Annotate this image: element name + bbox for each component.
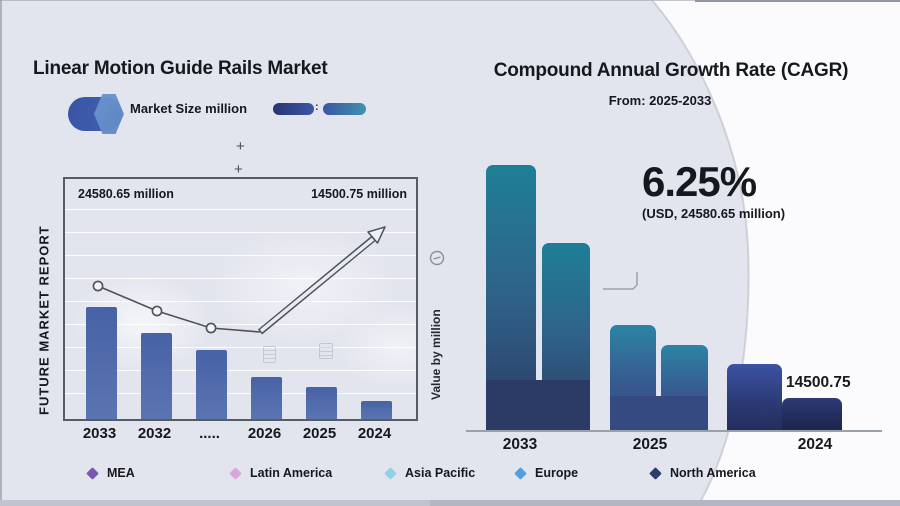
legend-label: Europe: [535, 466, 579, 480]
legend-diamond-icon: [649, 466, 662, 480]
start-value-annotation: 24580.65 million: [78, 187, 174, 201]
legend-diamond-icon: [86, 466, 99, 480]
bar: [361, 401, 392, 419]
end-value-annotation: 14500.75 million: [311, 187, 407, 201]
legend-diamond-icon: [384, 466, 397, 480]
bar: [727, 364, 782, 430]
left-chart-title: Linear Motion Guide Rails Market: [33, 58, 328, 79]
gradient-pill-left: [273, 103, 314, 115]
legend-label: North America: [670, 466, 756, 480]
bar: [251, 377, 282, 419]
bar-pair-merge: [610, 396, 708, 430]
legend-item: Asia Pacific: [384, 466, 476, 480]
gradient-pill-right: [323, 103, 366, 115]
right-x-axis-line: [466, 430, 882, 432]
bar-pair-merge: [486, 380, 590, 430]
gridlines: [65, 209, 416, 395]
legend-item: MEA: [86, 466, 135, 480]
x-axis-label: 2025: [632, 436, 668, 453]
watermark-document-icon: [319, 343, 333, 359]
watermark-document-icon: [263, 346, 276, 363]
legend-label: Asia Pacific: [405, 466, 476, 480]
x-axis-label: 2033: [502, 436, 538, 453]
x-axis-label: .....: [199, 425, 220, 442]
cagr-detail: (USD, 24580.65 million): [642, 206, 786, 221]
bar: [306, 387, 337, 419]
x-axis-label: 2033: [82, 425, 117, 442]
legend-diamond-icon: [229, 466, 242, 480]
brand-vertical-text: FUTURE MARKET REPORT: [36, 225, 52, 415]
right-chart-title: Compound Annual Growth Rate (CAGR): [493, 60, 849, 81]
circle-slash-icon: [429, 250, 445, 266]
bar: [141, 333, 172, 419]
legend-item: Europe: [514, 466, 579, 480]
legend-diamond-icon: [514, 466, 527, 480]
pill-separator: :: [315, 101, 319, 113]
left-bar-chart-plot: 24580.65 million 14500.75 million: [63, 177, 418, 421]
value-axis-label: Value by million: [429, 309, 443, 401]
right-chart-subtitle: From: 2025-2033: [608, 93, 712, 108]
x-axis-label: 2024: [797, 436, 833, 453]
cagr-value: 6.25%: [642, 158, 757, 205]
plus-mark-bottom: +: [234, 161, 243, 178]
callout-value: 14500.75: [786, 374, 851, 391]
bar: [782, 398, 842, 430]
bar: [86, 307, 117, 419]
step-corner-glyph: [603, 272, 638, 290]
legend-label: MEA: [107, 466, 135, 480]
x-axis-label: 2032: [137, 425, 172, 442]
legend-label: Latin America: [250, 466, 333, 480]
bar: [196, 350, 227, 419]
x-axis-label: 2025: [302, 425, 337, 442]
bar-pair-group: [486, 165, 590, 430]
x-axis-label: 2024: [357, 425, 392, 442]
x-axis-label: 2026: [247, 425, 282, 442]
bar-pair-group: [610, 325, 708, 430]
legend-item: North America: [649, 466, 756, 480]
legend-item: Latin America: [229, 466, 333, 480]
plus-mark-top: +: [236, 138, 245, 155]
series-label: Market Size million: [130, 101, 248, 116]
